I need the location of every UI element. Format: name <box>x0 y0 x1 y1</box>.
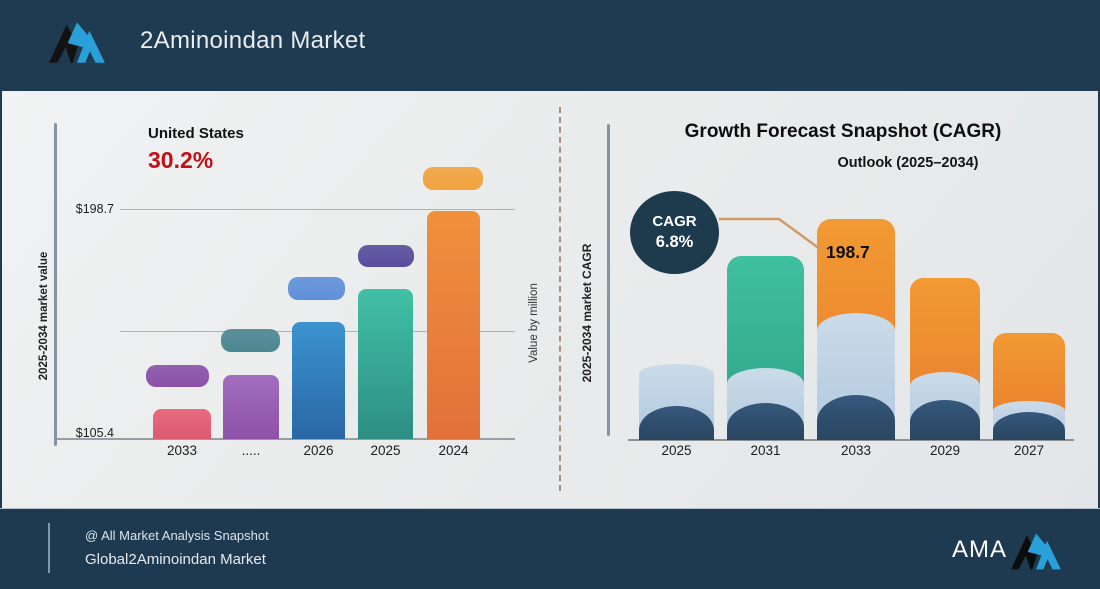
x-tick-label: 2026 <box>303 443 334 458</box>
bar-cap-2026 <box>288 277 345 300</box>
right-chart-title: Growth Forecast Snapshot (CAGR) <box>684 121 1002 142</box>
x-tick-label: 2024 <box>438 443 469 458</box>
peak-value-label: 198.7 <box>826 242 870 262</box>
footer-divider-rule <box>48 523 50 573</box>
bar-2033 <box>153 409 211 439</box>
cagr-badge-value: 6.8% <box>655 232 694 251</box>
x-tick-label: 2025 <box>661 443 692 458</box>
ama-logo-icon <box>1011 533 1061 570</box>
right-chart-subtitle: Outlook (2025–2034) <box>837 155 979 171</box>
stacked-bar-segment-2029 <box>910 400 980 440</box>
bar-cap-2025 <box>358 245 414 267</box>
bar-2026 <box>292 322 345 439</box>
bar-2024 <box>427 211 480 439</box>
bar-cap-..... <box>221 329 280 352</box>
bar-cap-2024 <box>423 167 483 190</box>
x-tick-label: 2031 <box>750 443 781 458</box>
footer-bar: @ All Market Analysis Snapshot Global2Am… <box>0 508 1100 589</box>
left-y-axis-line <box>54 123 57 446</box>
middle-axis-title: Value by million <box>528 283 540 363</box>
left-x-axis-line <box>57 438 515 440</box>
header-bar: 2Aminoindan Market <box>0 0 1100 91</box>
x-tick-label: 2033 <box>166 443 198 458</box>
x-tick-label: 2025 <box>370 443 401 458</box>
stacked-bar-segment-2027 <box>993 412 1065 440</box>
highlight-percentage: 30.2% <box>148 147 214 173</box>
right-y-axis-line <box>607 124 610 436</box>
y-tick-label: $198.7 <box>75 202 114 216</box>
stacked-bar-segment-2031 <box>727 403 804 440</box>
stacked-bar-segment-2025 <box>639 406 714 440</box>
y-tick-label: $105.4 <box>75 426 114 440</box>
cagr-badge-label: CAGR <box>652 212 697 230</box>
cagr-badge: CAGR 6.8% <box>630 191 719 274</box>
stacked-bar-segment-2033 <box>817 395 895 440</box>
bar-..... <box>223 375 279 439</box>
footer-brand-text: AMA <box>952 536 1008 563</box>
left-y-axis-title: 2025-2034 market value <box>38 251 50 381</box>
page-title: 2Aminoindan Market <box>140 27 366 54</box>
right-x-axis-line <box>628 439 1074 441</box>
gridline <box>120 209 515 211</box>
x-tick-label: 2027 <box>1013 443 1045 458</box>
ama-logo-icon <box>49 22 105 63</box>
panel-divider <box>559 107 561 491</box>
right-y-axis-title: 2025-2034 market CAGR <box>580 243 594 383</box>
x-tick-label: ..... <box>241 443 261 458</box>
footer-credit: @ All Market Analysis Snapshot <box>85 528 269 543</box>
footer-report-name: Global2Aminoindan Market <box>85 551 266 568</box>
bar-cap-2033 <box>146 365 209 387</box>
x-tick-label: 2029 <box>929 443 961 458</box>
x-tick-label: 2033 <box>840 443 872 458</box>
bar-2025 <box>358 289 413 439</box>
region-label: United States <box>148 125 244 142</box>
